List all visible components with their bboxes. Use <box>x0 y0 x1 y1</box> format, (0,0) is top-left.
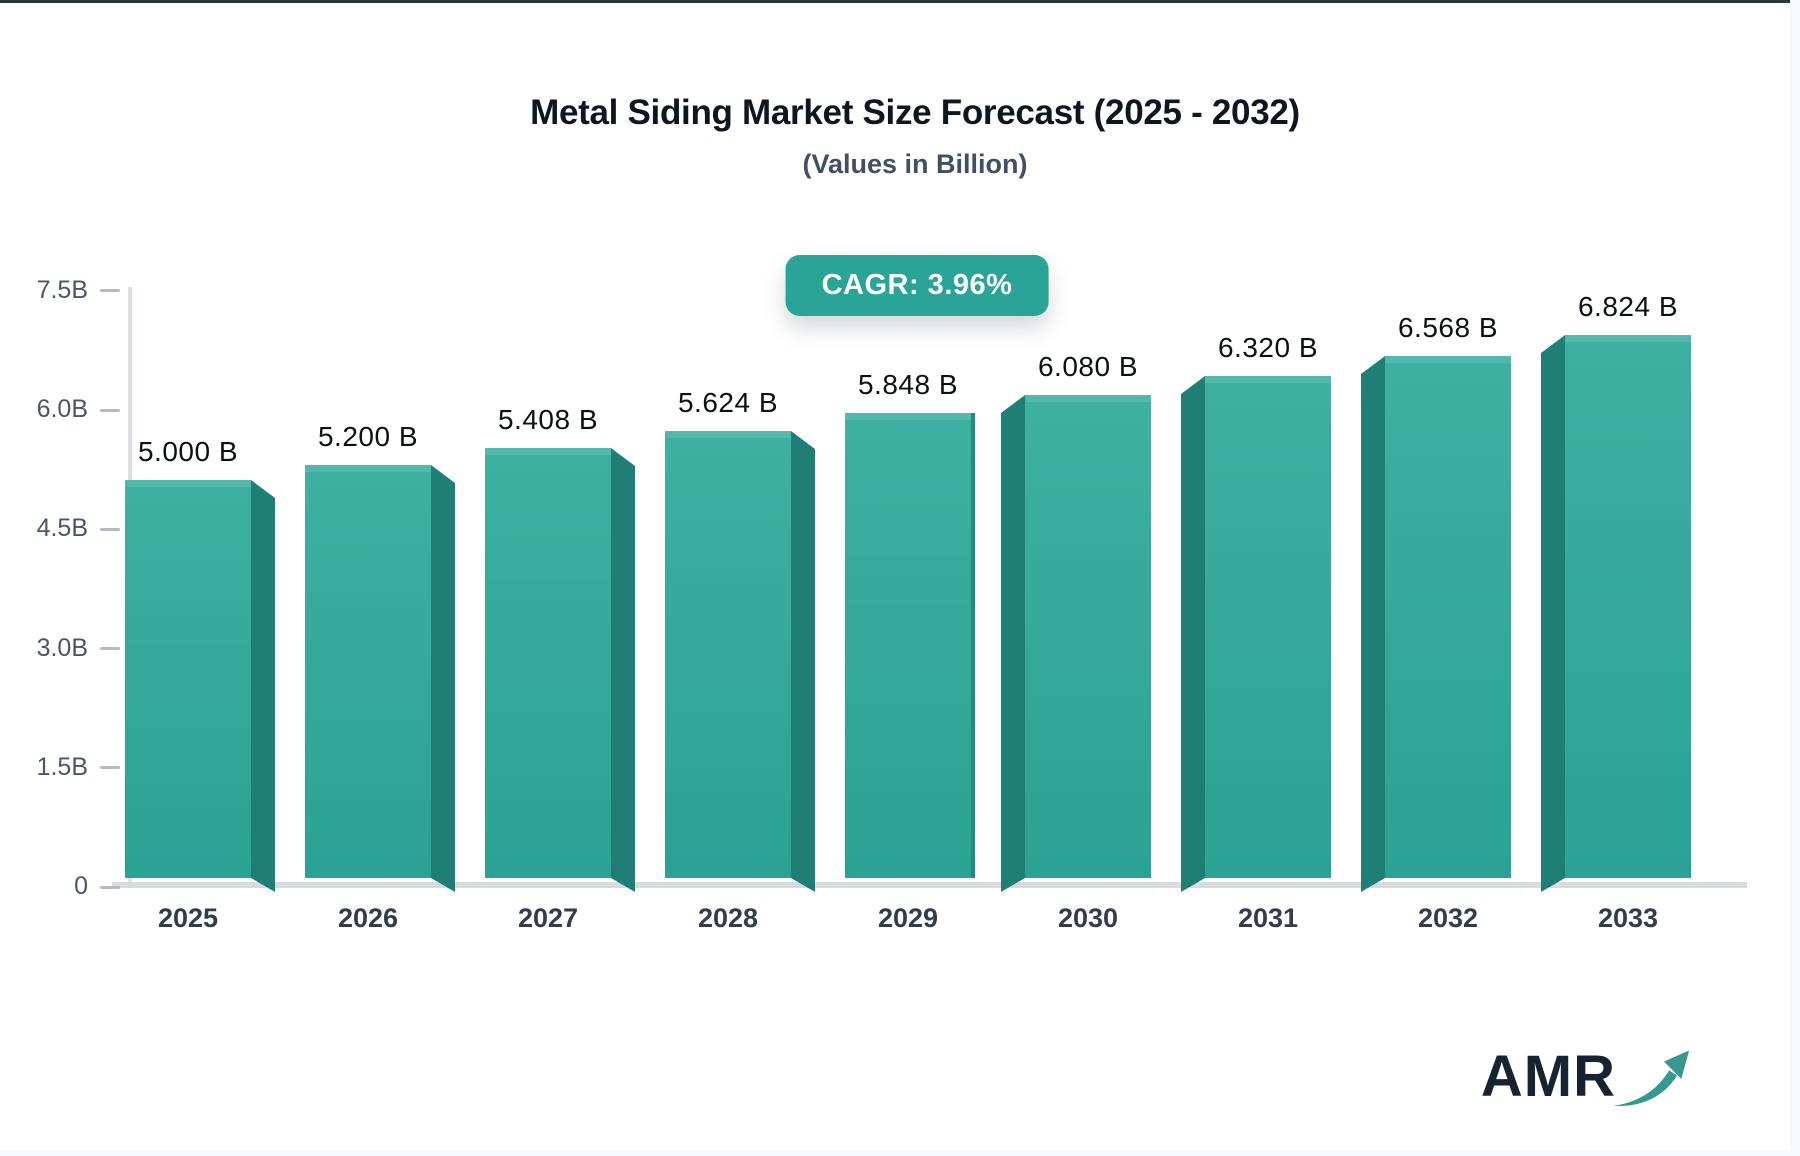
x-tick-label-2029: 2029 <box>877 903 939 933</box>
chart-subtitle: (Values in Billion) <box>802 149 1028 179</box>
bar-side-face <box>791 431 815 892</box>
bar-value-label: 6.568 B <box>1397 312 1499 343</box>
y-tick-label: 7.5B <box>36 275 88 304</box>
bar-value-label: 5.200 B <box>317 421 419 452</box>
bar-2031 <box>1181 376 1331 878</box>
bar-2033 <box>1541 335 1691 878</box>
chart-title: Metal Siding Market Size Forecast (2025 … <box>530 93 1300 132</box>
y-tick-label: 1.5B <box>36 752 88 781</box>
bar-value-label: 6.824 B <box>1577 291 1679 322</box>
bar-front-face <box>1205 376 1331 878</box>
y-tick-label: 6.0B <box>36 395 88 423</box>
growth-arrow-icon <box>1613 1050 1690 1107</box>
bar-side-face <box>251 480 275 892</box>
amr-logo-text: AMR <box>1480 1044 1616 1109</box>
x-tick-label-2031: 2031 <box>1237 903 1299 933</box>
chart-header: Metal Siding Market Size Forecast (2025 … <box>0 3 1790 180</box>
bar-value-label: 5.000 B <box>137 436 239 467</box>
bar-side-face <box>1001 395 1025 892</box>
y-tick-dash <box>100 885 120 889</box>
y-tick-label: 3.0B <box>36 633 88 662</box>
y-tick-label: 0 <box>74 872 88 900</box>
y-tick-dash <box>100 647 120 650</box>
bar-value-label: 6.320 B <box>1217 332 1319 363</box>
y-tick-dash <box>100 527 120 531</box>
bar-front-face <box>485 448 611 878</box>
y-tick-dash <box>100 766 120 770</box>
bar-side-face <box>1181 376 1205 892</box>
bar-value-label: 6.080 B <box>1037 351 1139 382</box>
x-tick-label-2026: 2026 <box>337 903 399 933</box>
bar-front-face <box>665 431 791 878</box>
bar-2026 <box>305 465 455 878</box>
bar-front-face <box>1565 335 1691 878</box>
bar-2032 <box>1361 356 1511 878</box>
bar-side-face <box>1361 356 1385 892</box>
y-tick-dash <box>100 289 120 293</box>
y-tick-dash <box>100 408 120 412</box>
y-tick-label: 4.5B <box>36 514 88 543</box>
x-axis-baseline <box>112 882 1747 888</box>
x-tick-label-2033: 2033 <box>1597 903 1659 933</box>
bar-2029 <box>845 413 975 878</box>
bar-value-label: 5.848 B <box>857 369 959 400</box>
x-tick-label-2032: 2032 <box>1417 903 1479 933</box>
bar-side-face <box>1541 335 1565 892</box>
bar-side-face <box>611 448 635 892</box>
bar-front-face <box>305 465 431 878</box>
bar-front-face <box>1025 395 1151 878</box>
bar-2030 <box>1001 395 1151 878</box>
x-tick-label-2027: 2027 <box>517 903 579 933</box>
bar-side-edge <box>971 413 975 878</box>
bar-2028 <box>665 431 815 878</box>
x-tick-label-2028: 2028 <box>697 903 759 933</box>
amr-logo: AMR <box>1481 1048 1690 1112</box>
bar-2025 <box>125 480 275 878</box>
bar-front-face <box>125 480 251 878</box>
bar-value-label: 5.408 B <box>497 404 599 435</box>
bar-2027 <box>485 448 635 878</box>
bar-front-face <box>1385 356 1511 878</box>
bar-front-face <box>845 413 971 878</box>
x-tick-label-2030: 2030 <box>1057 903 1119 933</box>
bar-side-face <box>431 465 455 892</box>
cagr-badge: CAGR: 3.96% <box>785 255 1049 316</box>
x-tick-label-2025: 2025 <box>157 903 219 933</box>
bar-value-label: 5.624 B <box>677 387 779 418</box>
